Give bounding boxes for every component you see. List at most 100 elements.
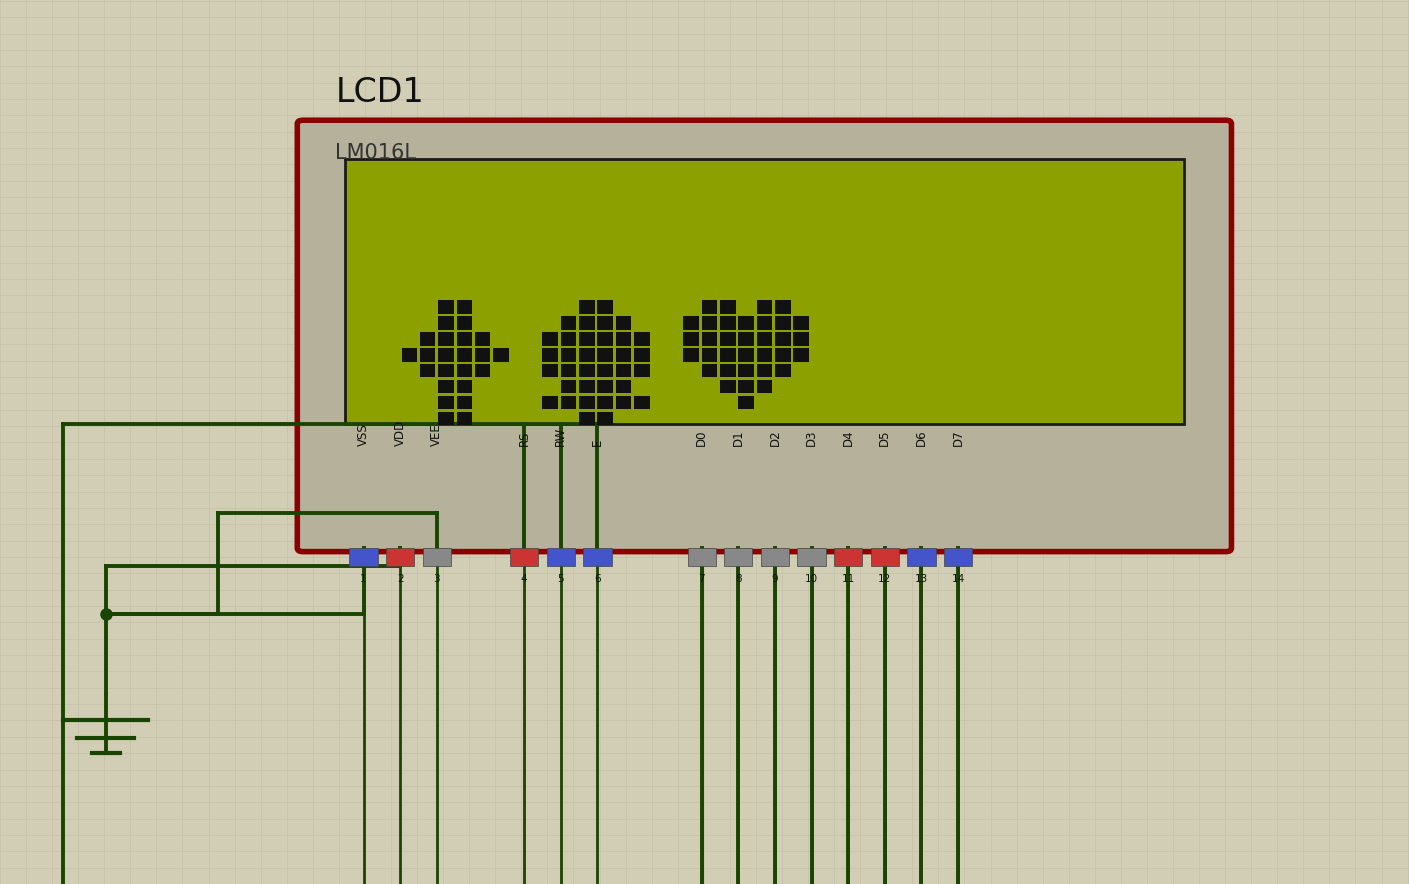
Text: D4: D4 — [841, 430, 855, 446]
Bar — [438, 412, 454, 425]
Bar — [757, 316, 772, 330]
Bar — [616, 316, 631, 330]
Bar — [597, 332, 613, 346]
Bar — [757, 380, 772, 393]
Bar — [597, 412, 613, 425]
Bar — [561, 396, 576, 409]
Bar — [597, 396, 613, 409]
Bar — [724, 548, 752, 566]
Bar — [720, 332, 735, 346]
Bar — [775, 364, 790, 377]
Bar — [597, 380, 613, 393]
Text: D5: D5 — [878, 430, 892, 446]
Bar — [720, 316, 735, 330]
Bar — [542, 364, 558, 377]
Text: 4: 4 — [521, 574, 527, 584]
Text: D3: D3 — [805, 430, 819, 446]
Text: 7: 7 — [699, 574, 704, 584]
Bar — [438, 348, 454, 362]
Bar — [616, 396, 631, 409]
Bar — [616, 380, 631, 393]
Bar — [457, 332, 472, 346]
Bar — [634, 348, 650, 362]
Bar — [616, 348, 631, 362]
Bar — [797, 548, 826, 566]
Text: E: E — [590, 439, 604, 446]
Bar — [702, 301, 717, 314]
Bar — [775, 301, 790, 314]
Text: LM016L: LM016L — [335, 143, 416, 163]
Bar — [345, 159, 1184, 424]
Bar — [457, 380, 472, 393]
Text: D6: D6 — [914, 430, 929, 446]
Bar — [386, 548, 414, 566]
Bar — [597, 316, 613, 330]
Bar — [438, 396, 454, 409]
Bar — [475, 332, 490, 346]
Bar — [542, 332, 558, 346]
Text: LCD1: LCD1 — [335, 76, 424, 110]
Bar — [738, 396, 754, 409]
Bar — [420, 348, 435, 362]
Bar — [775, 348, 790, 362]
Text: 14: 14 — [951, 574, 965, 584]
Bar — [438, 332, 454, 346]
Text: D0: D0 — [695, 430, 709, 446]
Text: D7: D7 — [951, 430, 965, 446]
Text: RW: RW — [554, 427, 568, 446]
Text: 13: 13 — [914, 574, 929, 584]
Bar — [579, 301, 595, 314]
Bar — [579, 380, 595, 393]
Bar — [597, 364, 613, 377]
Text: D2: D2 — [768, 430, 782, 446]
Text: VEE: VEE — [430, 423, 444, 446]
Bar — [907, 548, 936, 566]
Bar — [775, 316, 790, 330]
Bar — [944, 548, 972, 566]
Bar — [793, 332, 809, 346]
Text: 5: 5 — [558, 574, 564, 584]
Text: 8: 8 — [735, 574, 741, 584]
Bar — [457, 364, 472, 377]
Bar — [423, 548, 451, 566]
Bar — [738, 332, 754, 346]
Text: 2: 2 — [397, 574, 403, 584]
Bar — [457, 301, 472, 314]
Text: VSS: VSS — [356, 423, 371, 446]
Bar — [579, 364, 595, 377]
Bar — [561, 316, 576, 330]
Bar — [720, 380, 735, 393]
Bar — [757, 301, 772, 314]
Bar — [493, 348, 509, 362]
Bar — [834, 548, 862, 566]
Bar — [579, 396, 595, 409]
Bar — [457, 316, 472, 330]
Text: 12: 12 — [878, 574, 892, 584]
Text: 1: 1 — [361, 574, 366, 584]
Bar — [547, 548, 575, 566]
Bar — [475, 364, 490, 377]
Bar — [616, 364, 631, 377]
Bar — [457, 348, 472, 362]
Bar — [702, 316, 717, 330]
Text: 6: 6 — [595, 574, 600, 584]
Bar — [634, 364, 650, 377]
Bar — [793, 316, 809, 330]
Bar — [720, 348, 735, 362]
Text: 10: 10 — [805, 574, 819, 584]
Bar — [561, 348, 576, 362]
Bar — [761, 548, 789, 566]
Text: 9: 9 — [772, 574, 778, 584]
Bar — [420, 332, 435, 346]
Bar — [738, 348, 754, 362]
Bar — [583, 548, 612, 566]
Bar — [475, 348, 490, 362]
Text: VDD: VDD — [393, 420, 407, 446]
Bar — [871, 548, 899, 566]
Bar — [420, 364, 435, 377]
Bar — [457, 396, 472, 409]
Bar — [438, 316, 454, 330]
Bar — [438, 301, 454, 314]
Text: 3: 3 — [434, 574, 440, 584]
Bar — [402, 348, 417, 362]
